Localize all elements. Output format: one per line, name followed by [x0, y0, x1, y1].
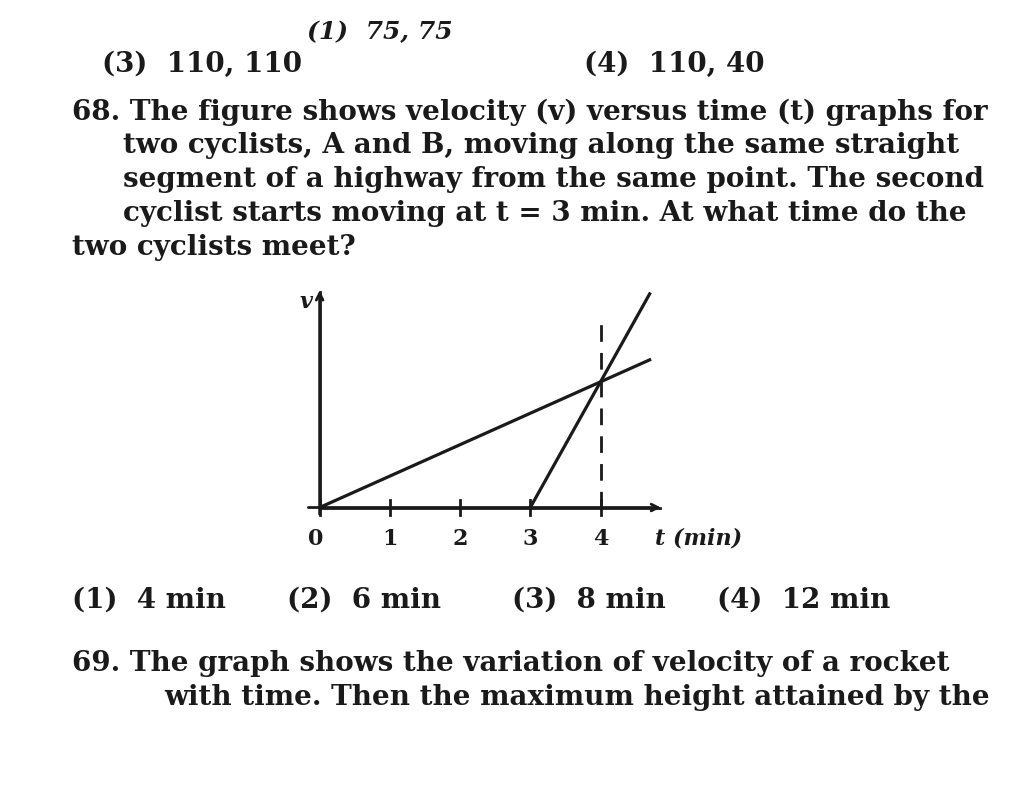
Text: with time. Then the maximum height attained by the: with time. Then the maximum height attai…	[164, 684, 989, 711]
Text: 2: 2	[453, 528, 468, 550]
Text: cyclist starts moving at t = 3 min. At what time do the: cyclist starts moving at t = 3 min. At w…	[123, 200, 967, 227]
Text: segment of a highway from the same point. The second: segment of a highway from the same point…	[123, 166, 984, 193]
Text: (2)  6 min: (2) 6 min	[287, 587, 440, 614]
Text: 4: 4	[593, 528, 608, 550]
Text: (4)  110, 40: (4) 110, 40	[584, 51, 764, 78]
Text: (1)  75, 75: (1) 75, 75	[307, 20, 453, 43]
Text: (4)  12 min: (4) 12 min	[717, 587, 890, 614]
Text: v: v	[299, 291, 312, 313]
Text: 69. The graph shows the variation of velocity of a rocket: 69. The graph shows the variation of vel…	[72, 650, 949, 677]
Text: 3: 3	[522, 528, 538, 550]
Text: (1)  4 min: (1) 4 min	[72, 587, 225, 614]
Text: t (min): t (min)	[655, 528, 742, 550]
Text: (3)  110, 110: (3) 110, 110	[102, 51, 302, 78]
Text: two cyclists, A and B, moving along the same straight: two cyclists, A and B, moving along the …	[123, 132, 959, 159]
Text: 0: 0	[308, 528, 324, 550]
Text: two cyclists meet?: two cyclists meet?	[72, 234, 355, 261]
Text: 1: 1	[382, 528, 397, 550]
Text: (3)  8 min: (3) 8 min	[512, 587, 666, 614]
Text: 68. The figure shows velocity (v) versus time (t) graphs for: 68. The figure shows velocity (v) versus…	[72, 98, 987, 126]
